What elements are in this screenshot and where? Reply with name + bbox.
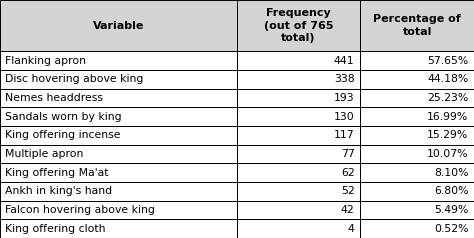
Text: Falcon hovering above king: Falcon hovering above king <box>5 205 155 215</box>
Text: Nemes headdress: Nemes headdress <box>5 93 103 103</box>
Text: 4: 4 <box>347 224 355 234</box>
Text: 5.49%: 5.49% <box>434 205 468 215</box>
Bar <box>237 182 360 201</box>
Bar <box>360 107 474 126</box>
Bar <box>360 51 474 70</box>
Text: 42: 42 <box>341 205 355 215</box>
Text: 193: 193 <box>334 93 355 103</box>
Bar <box>360 144 474 163</box>
Text: King offering cloth: King offering cloth <box>5 224 105 234</box>
Bar <box>237 201 360 219</box>
Bar <box>360 219 474 238</box>
Text: 44.18%: 44.18% <box>427 74 468 84</box>
Bar <box>360 163 474 182</box>
Bar <box>237 0 360 51</box>
Text: Ankh in king's hand: Ankh in king's hand <box>5 186 112 196</box>
Bar <box>0 107 237 126</box>
Text: Multiple apron: Multiple apron <box>5 149 83 159</box>
Text: 62: 62 <box>341 168 355 178</box>
Text: 441: 441 <box>334 55 355 65</box>
Text: Variable: Variable <box>93 20 144 31</box>
Bar <box>237 107 360 126</box>
Text: 52: 52 <box>341 186 355 196</box>
Text: Sandals worn by king: Sandals worn by king <box>5 112 121 122</box>
Bar <box>360 126 474 144</box>
Bar <box>0 126 237 144</box>
Bar <box>0 163 237 182</box>
Text: 130: 130 <box>334 112 355 122</box>
Bar <box>237 89 360 107</box>
Bar <box>237 163 360 182</box>
Bar <box>360 201 474 219</box>
Bar <box>0 89 237 107</box>
Bar <box>237 70 360 89</box>
Bar <box>0 182 237 201</box>
Bar <box>0 219 237 238</box>
Bar <box>360 0 474 51</box>
Text: 0.52%: 0.52% <box>434 224 468 234</box>
Bar <box>0 70 237 89</box>
Text: 15.29%: 15.29% <box>427 130 468 140</box>
Text: 8.10%: 8.10% <box>434 168 468 178</box>
Text: 57.65%: 57.65% <box>427 55 468 65</box>
Bar <box>237 126 360 144</box>
Bar <box>0 0 237 51</box>
Text: Flanking apron: Flanking apron <box>5 55 86 65</box>
Text: 77: 77 <box>341 149 355 159</box>
Text: Percentage of
total: Percentage of total <box>373 14 461 37</box>
Bar <box>360 70 474 89</box>
Bar <box>0 201 237 219</box>
Bar <box>237 51 360 70</box>
Bar <box>360 89 474 107</box>
Text: King offering incense: King offering incense <box>5 130 120 140</box>
Bar <box>0 144 237 163</box>
Bar <box>360 182 474 201</box>
Text: 10.07%: 10.07% <box>427 149 468 159</box>
Text: 117: 117 <box>334 130 355 140</box>
Bar <box>237 144 360 163</box>
Text: 338: 338 <box>334 74 355 84</box>
Text: Frequency
(out of 765
total): Frequency (out of 765 total) <box>264 8 333 43</box>
Bar <box>0 51 237 70</box>
Text: 6.80%: 6.80% <box>434 186 468 196</box>
Text: 16.99%: 16.99% <box>427 112 468 122</box>
Text: King offering Ma'at: King offering Ma'at <box>5 168 108 178</box>
Text: 25.23%: 25.23% <box>427 93 468 103</box>
Bar <box>237 219 360 238</box>
Text: Disc hovering above king: Disc hovering above king <box>5 74 143 84</box>
